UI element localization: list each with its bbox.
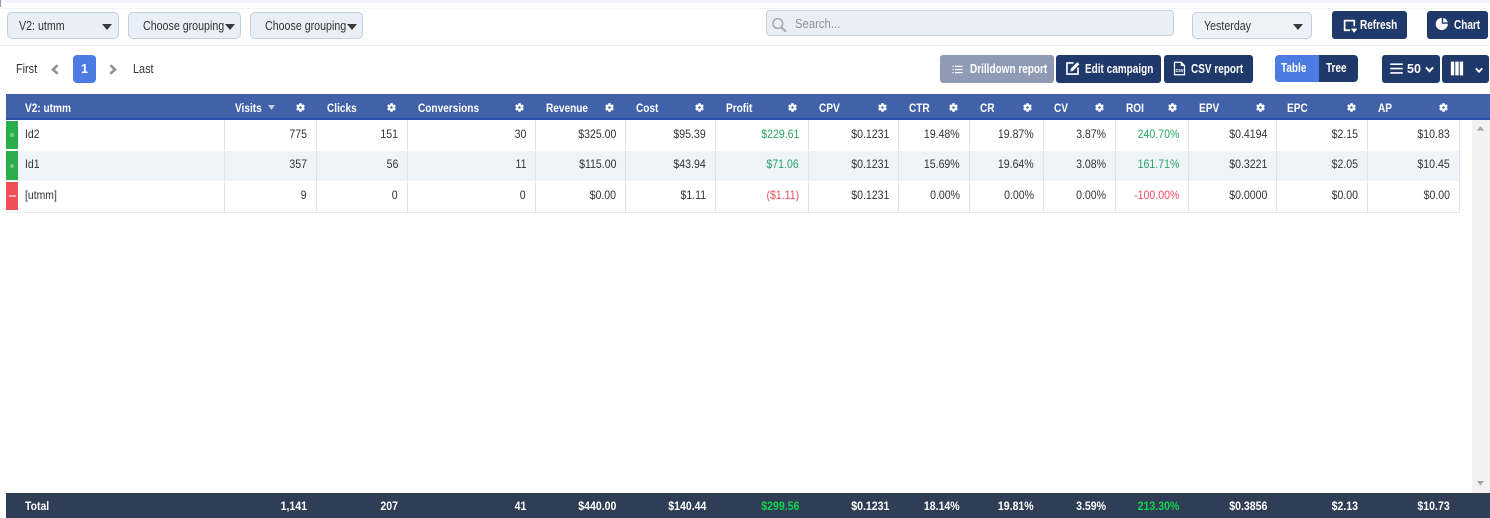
svg-text:csv: csv <box>1175 68 1183 74</box>
